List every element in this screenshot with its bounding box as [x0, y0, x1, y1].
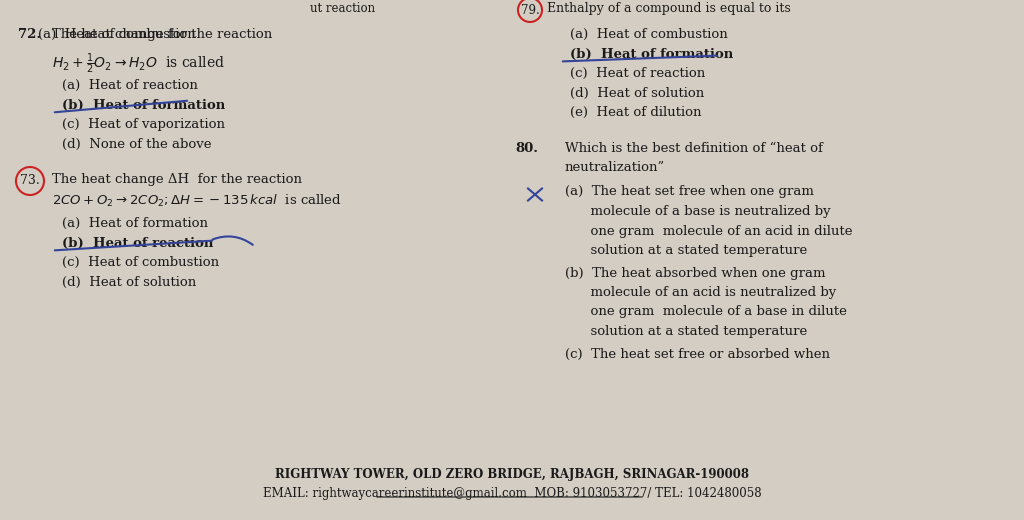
Text: The heat change ΔH  for the reaction: The heat change ΔH for the reaction — [52, 173, 302, 186]
Text: Enthalpy of a compound is equal to its: Enthalpy of a compound is equal to its — [547, 2, 791, 15]
Text: The heat change for the reaction: The heat change for the reaction — [52, 28, 272, 41]
Text: (c)  The heat set free or absorbed when: (c) The heat set free or absorbed when — [565, 347, 830, 360]
Text: (a)  Heat of formation: (a) Heat of formation — [62, 217, 208, 230]
Text: EMAIL: rightwaycareerinstitute@gmail.com  MOB: 9103053727/ TEL: 1042480058: EMAIL: rightwaycareerinstitute@gmail.com… — [263, 487, 761, 500]
Text: (c)  Heat of vaporization: (c) Heat of vaporization — [62, 118, 225, 131]
Text: 79.: 79. — [520, 4, 540, 17]
Text: molecule of a base is neutralized by: molecule of a base is neutralized by — [565, 205, 830, 218]
Text: (c)  Heat of reaction: (c) Heat of reaction — [570, 67, 706, 80]
Text: molecule of an acid is neutralized by: molecule of an acid is neutralized by — [565, 286, 837, 299]
Text: (a)  Heat of combustion: (a) Heat of combustion — [570, 28, 728, 41]
Text: (b)  The heat absorbed when one gram: (b) The heat absorbed when one gram — [565, 266, 825, 280]
Text: RIGHTWAY TOWER, OLD ZERO BRIDGE, RAJBAGH, SRINAGAR-190008: RIGHTWAY TOWER, OLD ZERO BRIDGE, RAJBAGH… — [275, 468, 749, 481]
Text: (b)  Heat of formation: (b) Heat of formation — [62, 98, 225, 111]
Text: (a)  Heat of combustion: (a) Heat of combustion — [38, 28, 196, 41]
Text: $H_2 + \frac{1}{2}O_2 \rightarrow H_2O$  is called: $H_2 + \frac{1}{2}O_2 \rightarrow H_2O$ … — [52, 51, 225, 76]
Text: (a)  The heat set free when one gram: (a) The heat set free when one gram — [565, 186, 814, 199]
Text: Which is the best definition of “heat of: Which is the best definition of “heat of — [565, 141, 823, 154]
Text: one gram  molecule of an acid in dilute: one gram molecule of an acid in dilute — [565, 225, 853, 238]
Text: (b)  Heat of reaction: (b) Heat of reaction — [62, 237, 213, 250]
Text: solution at a stated temperature: solution at a stated temperature — [565, 325, 807, 338]
Text: $2CO + O_2 \rightarrow 2CO_2; \Delta H = -135\, kcal$  is called: $2CO + O_2 \rightarrow 2CO_2; \Delta H =… — [52, 192, 342, 209]
Text: ut reaction: ut reaction — [310, 2, 375, 15]
Text: solution at a stated temperature: solution at a stated temperature — [565, 244, 807, 257]
Text: 72.: 72. — [18, 28, 41, 41]
Text: one gram  molecule of a base in dilute: one gram molecule of a base in dilute — [565, 305, 847, 318]
Text: (d)  Heat of solution: (d) Heat of solution — [62, 276, 197, 289]
Text: (d)  None of the above: (d) None of the above — [62, 137, 212, 150]
Text: 73.: 73. — [20, 174, 40, 187]
Text: 80.: 80. — [515, 141, 538, 154]
Text: (a)  Heat of reaction: (a) Heat of reaction — [62, 79, 198, 92]
Text: (e)  Heat of dilution: (e) Heat of dilution — [570, 106, 701, 119]
Text: (c)  Heat of combustion: (c) Heat of combustion — [62, 256, 219, 269]
Text: (d)  Heat of solution: (d) Heat of solution — [570, 86, 705, 99]
Text: neutralization”: neutralization” — [565, 161, 666, 174]
Text: (b)  Heat of formation: (b) Heat of formation — [570, 47, 733, 60]
